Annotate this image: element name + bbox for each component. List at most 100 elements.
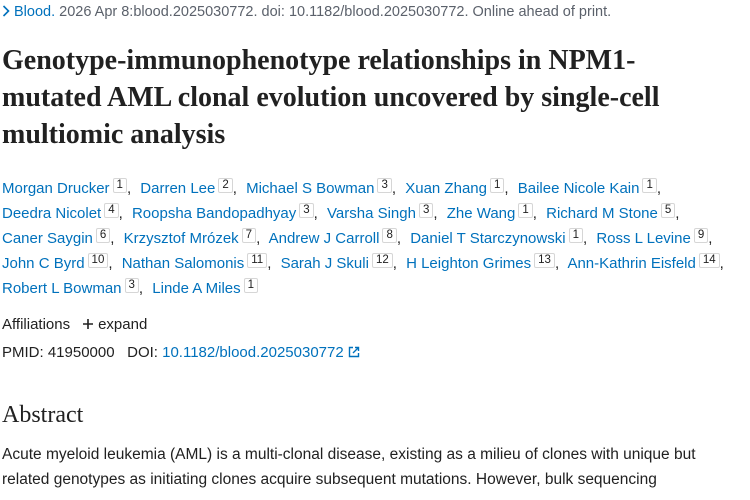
separator: , xyxy=(110,230,115,247)
author-name[interactable]: Ann-Kathrin Eisfeld xyxy=(567,255,696,272)
chevron-icon[interactable] xyxy=(2,5,10,17)
article-title: Genotype-immunophenotype relationships i… xyxy=(2,45,660,150)
author: Varsha Singh 3, xyxy=(327,203,443,222)
abstract-text: Acute myeloid leukemia (AML) is a multi-… xyxy=(2,446,696,488)
author-name[interactable]: Caner Saygin xyxy=(2,230,93,247)
affiliation-number[interactable]: 13 xyxy=(534,253,555,268)
author-name[interactable]: Krzysztof Mrózek xyxy=(123,230,239,247)
author-name[interactable]: Daniel T Starczynowski xyxy=(410,230,566,247)
affiliations-label: Affiliations xyxy=(2,316,71,333)
author-name[interactable]: Morgan Drucker xyxy=(2,180,110,197)
separator: , xyxy=(396,230,402,247)
author: Michael S Bowman 3, xyxy=(246,178,401,197)
author: Krzysztof Mrózek 7, xyxy=(123,228,266,247)
separator: , xyxy=(313,205,318,222)
author: Richard M Stone 5, xyxy=(546,203,684,222)
separator: , xyxy=(708,230,713,247)
affiliation-number[interactable]: 6 xyxy=(95,228,111,243)
separator: , xyxy=(392,255,397,272)
doi-link[interactable]: 10.1182/blood.2025030772 xyxy=(162,344,344,361)
pmid-label: PMID: xyxy=(2,344,44,361)
author: Caner Saygin 6, xyxy=(2,228,119,247)
affiliation-number[interactable]: 2 xyxy=(218,178,233,193)
affiliation-number[interactable]: 1 xyxy=(489,178,505,193)
author: Xuan Zhang 1, xyxy=(405,178,513,197)
author-name[interactable]: Zhe Wang xyxy=(446,205,516,222)
author-name[interactable]: Xuan Zhang xyxy=(405,180,487,197)
affiliation-number[interactable]: 1 xyxy=(112,178,127,193)
affiliation-number[interactable]: 4 xyxy=(104,203,119,218)
affiliation-number[interactable]: 11 xyxy=(247,253,268,268)
affiliation-number[interactable]: 3 xyxy=(124,278,139,293)
affiliation-number[interactable]: 3 xyxy=(299,203,314,218)
separator: , xyxy=(256,230,261,247)
affiliation-number[interactable]: 9 xyxy=(693,228,709,243)
expand-toggle[interactable]: expand xyxy=(98,316,148,333)
affiliation-number[interactable]: 8 xyxy=(382,228,397,243)
author-name[interactable]: Nathan Salomonis xyxy=(121,255,245,272)
abstract-heading: Abstract xyxy=(2,402,84,428)
author-name[interactable]: Robert L Bowman xyxy=(2,280,122,297)
author: Deedra Nicolet 4, xyxy=(2,203,128,222)
author: Linde A Miles 1 xyxy=(152,278,259,297)
separator: , xyxy=(138,280,144,297)
author-name[interactable]: Bailee Nicole Kain xyxy=(517,180,640,197)
author-name[interactable]: Roopsha Bandopadhyay xyxy=(131,205,297,222)
author: Sarah J Skuli 12, xyxy=(280,253,402,272)
separator: , xyxy=(532,205,537,222)
author: Robert L Bowman 3, xyxy=(2,278,148,297)
citation: Blood. 2026 Apr 8:blood.2025030772. doi:… xyxy=(2,4,611,20)
author-name[interactable]: Darren Lee xyxy=(140,180,216,197)
author-name[interactable]: Andrew J Carroll xyxy=(268,230,380,247)
separator: , xyxy=(433,205,438,222)
separator: , xyxy=(582,230,588,247)
author-name[interactable]: Ross L Levine xyxy=(596,230,691,247)
author-name[interactable]: Michael S Bowman xyxy=(246,180,375,197)
author-name[interactable]: Linde A Miles xyxy=(152,280,241,297)
separator: , xyxy=(719,255,724,272)
author-name[interactable]: Varsha Singh xyxy=(327,205,416,222)
separator: , xyxy=(118,205,123,222)
author-name[interactable]: Deedra Nicolet xyxy=(2,205,102,222)
author: Bailee Nicole Kain 1, xyxy=(517,178,666,197)
affiliation-number[interactable]: 1 xyxy=(518,203,533,218)
author-name[interactable]: Richard M Stone xyxy=(546,205,658,222)
separator: , xyxy=(126,180,132,197)
affiliation-number[interactable]: 3 xyxy=(418,203,434,218)
author: John C Byrd 10, xyxy=(2,253,118,272)
affiliation-number[interactable]: 3 xyxy=(377,178,392,193)
author: Roopsha Bandopadhyay 3, xyxy=(131,203,323,222)
author: Zhe Wang 1, xyxy=(446,203,542,222)
separator: , xyxy=(108,255,113,272)
affiliation-number[interactable]: 1 xyxy=(243,278,259,293)
journal-link[interactable]: Blood. xyxy=(14,4,56,20)
external-link-icon[interactable] xyxy=(348,346,360,358)
author-name[interactable]: John C Byrd xyxy=(2,255,85,272)
author-name[interactable]: Sarah J Skuli xyxy=(280,255,369,272)
pmid: 41950000 xyxy=(47,344,115,361)
affiliation-number[interactable]: 14 xyxy=(698,253,720,268)
author: Nathan Salomonis 11, xyxy=(121,253,277,272)
author: Andrew J Carroll 8, xyxy=(268,228,406,247)
affiliation-number[interactable]: 10 xyxy=(87,253,109,268)
separator: , xyxy=(554,255,560,272)
author-name[interactable]: H Leighton Grimes xyxy=(406,255,532,272)
separator: , xyxy=(267,255,272,272)
affiliation-number[interactable]: 12 xyxy=(371,253,393,268)
affiliation-number[interactable]: 5 xyxy=(660,203,676,218)
separator: , xyxy=(504,180,509,197)
doi-label: DOI: xyxy=(127,344,158,361)
affiliation-number[interactable]: 7 xyxy=(241,228,257,243)
separator: , xyxy=(232,180,237,197)
affiliations: Affiliations expand xyxy=(2,316,147,333)
author: Darren Lee 2, xyxy=(140,178,242,197)
separator: , xyxy=(675,205,680,222)
separator: , xyxy=(391,180,397,197)
citation-details: 2026 Apr 8:blood.2025030772. doi: 10.118… xyxy=(59,4,612,20)
author: Ann-Kathrin Eisfeld 14, xyxy=(567,253,728,272)
affiliation-number[interactable]: 1 xyxy=(568,228,583,243)
plus-icon[interactable] xyxy=(82,318,94,330)
affiliation-number[interactable]: 1 xyxy=(642,178,657,193)
identifiers: PMID: 41950000 DOI: 10.1182/blood.202503… xyxy=(2,344,360,361)
